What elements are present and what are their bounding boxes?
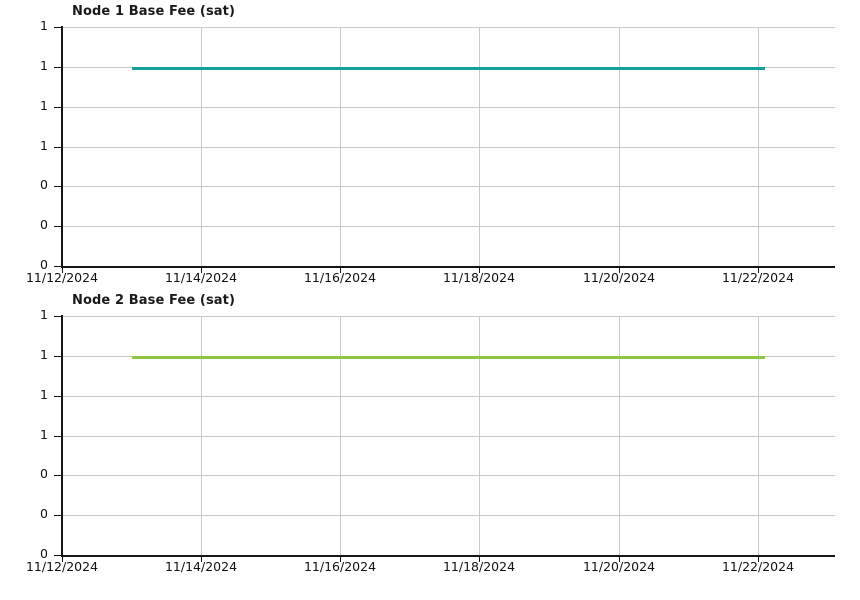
y-axis-tick: [54, 226, 62, 227]
x-axis-label: 11/16/2024: [303, 559, 377, 574]
x-axis-tick: [201, 266, 202, 273]
gridline-vertical: [340, 316, 341, 555]
x-axis-tick: [758, 266, 759, 273]
gridline-horizontal: [62, 515, 835, 516]
y-axis-tick: [54, 515, 62, 516]
x-axis-label: 11/20/2024: [582, 270, 656, 285]
y-axis-tick: [54, 107, 62, 108]
y-axis-tick: [54, 186, 62, 187]
gridline-vertical: [758, 316, 759, 555]
y-axis-label: 0: [40, 546, 48, 561]
y-axis-tick: [54, 475, 62, 476]
y-axis-tick: [54, 555, 62, 556]
x-axis-tick: [340, 266, 341, 273]
y-axis-tick: [54, 356, 62, 357]
gridline-horizontal: [62, 316, 835, 317]
gridline-vertical: [201, 316, 202, 555]
y-axis-label: 1: [40, 387, 48, 402]
x-axis-tick: [619, 555, 620, 562]
gridline-horizontal: [62, 475, 835, 476]
x-axis-line: [61, 555, 835, 557]
gridline-horizontal: [62, 107, 835, 108]
y-axis-label: 1: [40, 138, 48, 153]
x-axis-tick: [619, 266, 620, 273]
gridline-vertical: [479, 27, 480, 266]
x-axis-label: 11/12/2024: [25, 270, 99, 285]
y-axis-tick: [54, 396, 62, 397]
x-axis-label: 11/14/2024: [164, 270, 238, 285]
x-axis-label: 11/14/2024: [164, 559, 238, 574]
gridline-horizontal: [62, 226, 835, 227]
gridline-horizontal: [62, 436, 835, 437]
y-axis-label: 0: [40, 506, 48, 521]
y-axis-label: 0: [40, 466, 48, 481]
chart-title: Node 2 Base Fee (sat): [72, 293, 236, 308]
y-axis-line: [61, 315, 63, 556]
chart-title: Node 1 Base Fee (sat): [72, 4, 236, 19]
y-axis-label: 1: [40, 58, 48, 73]
y-axis-label: 1: [40, 307, 48, 322]
gridline-horizontal: [62, 186, 835, 187]
y-axis-label: 1: [40, 18, 48, 33]
x-axis-label: 11/20/2024: [582, 559, 656, 574]
x-axis-tick: [758, 555, 759, 562]
gridline-vertical: [619, 316, 620, 555]
gridline-vertical: [340, 27, 341, 266]
y-axis-tick: [54, 266, 62, 267]
data-series-line: [132, 356, 765, 359]
x-axis-label: 11/22/2024: [721, 270, 795, 285]
gridline-vertical: [479, 316, 480, 555]
plot-area: [62, 316, 835, 556]
y-axis-label: 1: [40, 427, 48, 442]
gridline-horizontal: [62, 27, 835, 28]
x-axis-line: [61, 266, 835, 268]
gridline-horizontal: [62, 147, 835, 148]
plot-area: [62, 27, 835, 267]
data-series-line: [132, 67, 765, 70]
gridline-horizontal: [62, 396, 835, 397]
x-axis-tick: [62, 266, 63, 273]
y-axis-label: 0: [40, 217, 48, 232]
gridline-vertical: [619, 27, 620, 266]
gridline-vertical: [758, 27, 759, 266]
x-axis-tick: [201, 555, 202, 562]
x-axis-label: 11/18/2024: [442, 559, 516, 574]
x-axis-label: 11/22/2024: [721, 559, 795, 574]
chart-panel-node-1: Node 1 Base Fee (sat) 1 1 1 1 0 0 0 11/12/2024 1…: [0, 0, 860, 295]
y-axis-tick: [54, 147, 62, 148]
x-axis-label: 11/18/2024: [442, 270, 516, 285]
x-axis-tick: [340, 555, 341, 562]
y-axis-label: 1: [40, 347, 48, 362]
x-axis-label: 11/12/2024: [25, 559, 99, 574]
x-axis-tick: [479, 266, 480, 273]
y-axis-line: [61, 26, 63, 267]
y-axis-label: 0: [40, 257, 48, 272]
x-axis-tick: [479, 555, 480, 562]
y-axis-tick: [54, 436, 62, 437]
x-axis-label: 11/16/2024: [303, 270, 377, 285]
y-axis-tick: [54, 27, 62, 28]
gridline-vertical: [201, 27, 202, 266]
chart-panel-node-2: Node 2 Base Fee (sat) 1 1 1 1 0 0 0 11/12/2024 1…: [0, 289, 860, 584]
x-axis-tick: [62, 555, 63, 562]
y-axis-label: 0: [40, 177, 48, 192]
y-axis-label: 1: [40, 98, 48, 113]
y-axis-tick: [54, 316, 62, 317]
y-axis-tick: [54, 67, 62, 68]
